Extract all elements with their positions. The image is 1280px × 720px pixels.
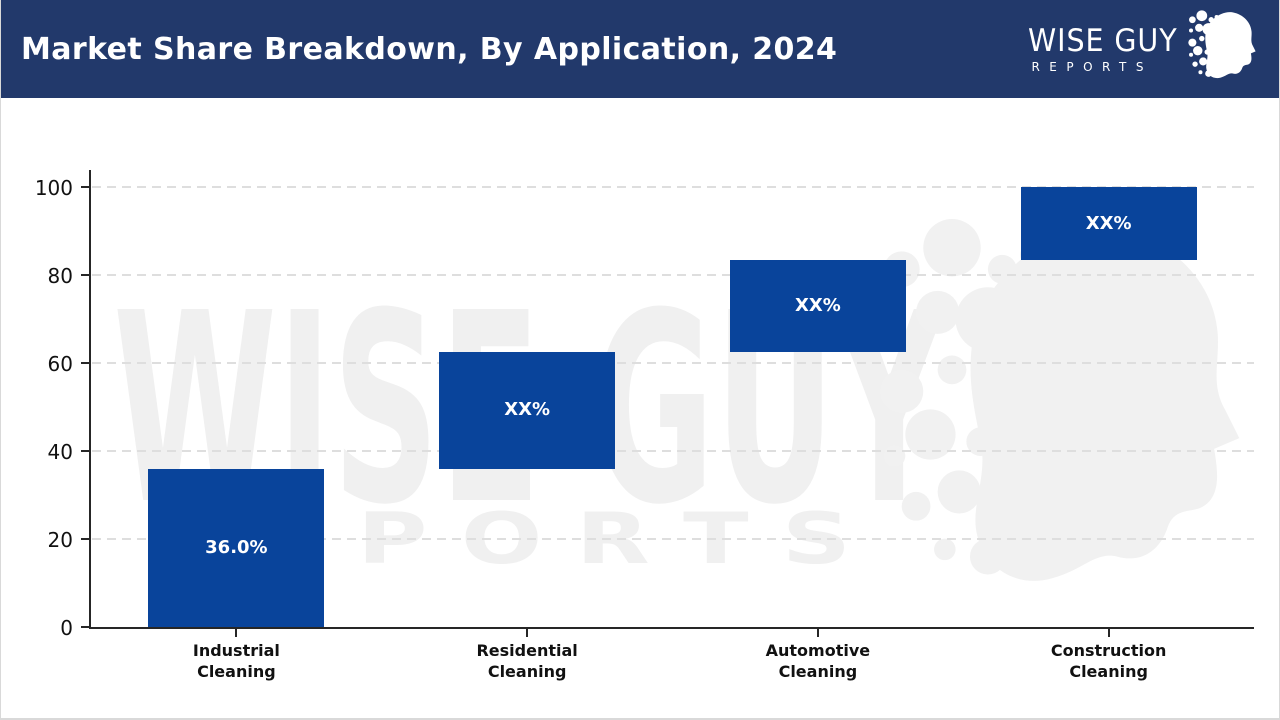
bar-value-label-1: XX% (504, 399, 551, 421)
y-tick-60 (81, 362, 91, 364)
x-label-line2: Cleaning (778, 662, 858, 681)
x-axis-line (89, 627, 1254, 629)
x-tick-label-3: Construction Cleaning (999, 640, 1219, 682)
y-tick-40 (81, 450, 91, 452)
bar-value-label-3: XX% (1085, 212, 1132, 234)
y-tick-80 (81, 274, 91, 276)
bar-0 (148, 468, 325, 627)
x-label-line2: Cleaning (487, 662, 567, 681)
y-tick-20 (81, 538, 91, 540)
y-tick-label-80: 80 (47, 264, 73, 288)
x-tick-label-2: Automotive Cleaning (708, 640, 928, 682)
x-label-line1: Industrial (192, 641, 280, 660)
x-tick-label-1: Residential Cleaning (417, 640, 637, 682)
x-label-line2: Cleaning (197, 662, 276, 681)
y-tick-0 (81, 626, 91, 628)
watermark-face-icon (880, 219, 1240, 581)
wiseguy-face-icon (1188, 10, 1256, 79)
x-tick-3 (1107, 629, 1110, 637)
chart-title: Market Share Breakdown, By Application, … (21, 31, 838, 67)
bar-1 (439, 352, 616, 469)
gridline-80 (92, 274, 1254, 276)
logo-wordmark: WISE GUY (1028, 22, 1178, 59)
gridline-100 (92, 186, 1254, 188)
y-tick-label-0: 0 (60, 616, 73, 640)
y-tick-label-60: 60 (47, 352, 73, 376)
gridline-40 (92, 450, 1254, 452)
x-label-line1: Automotive (765, 641, 871, 660)
x-label-line1: Construction (1050, 641, 1167, 660)
x-tick-label-0: Industrial Cleaning (126, 640, 346, 682)
y-axis-line (89, 170, 91, 629)
x-label-line1: Residential (476, 641, 578, 660)
x-tick-1 (526, 629, 529, 637)
logo-text: WISE GUY REPORTS (1028, 22, 1191, 74)
x-label-line2: Cleaning (1069, 662, 1148, 681)
y-tick-label-20: 20 (47, 528, 73, 552)
chart-area: WISE GUY R E P O R T S 0 20 40 60 80 100 36.0%… (1, 98, 1279, 718)
logo-subtitle: REPORTS (1031, 59, 1153, 74)
gridline-60 (92, 362, 1254, 364)
x-tick-2 (816, 629, 819, 637)
bar-value-label-2: XX% (794, 295, 841, 317)
x-tick-0 (235, 629, 238, 637)
bar-value-label-0: 36.0% (205, 536, 268, 558)
y-tick-100 (81, 186, 91, 188)
gridline-20 (92, 538, 1254, 540)
y-tick-label-100: 100 (34, 176, 73, 200)
header: Market Share Breakdown, By Application, … (1, 0, 1279, 98)
bar-2 (729, 260, 906, 352)
wiseguy-logo: WISE GUY REPORTS (1028, 10, 1261, 88)
y-tick-label-40: 40 (47, 440, 73, 464)
